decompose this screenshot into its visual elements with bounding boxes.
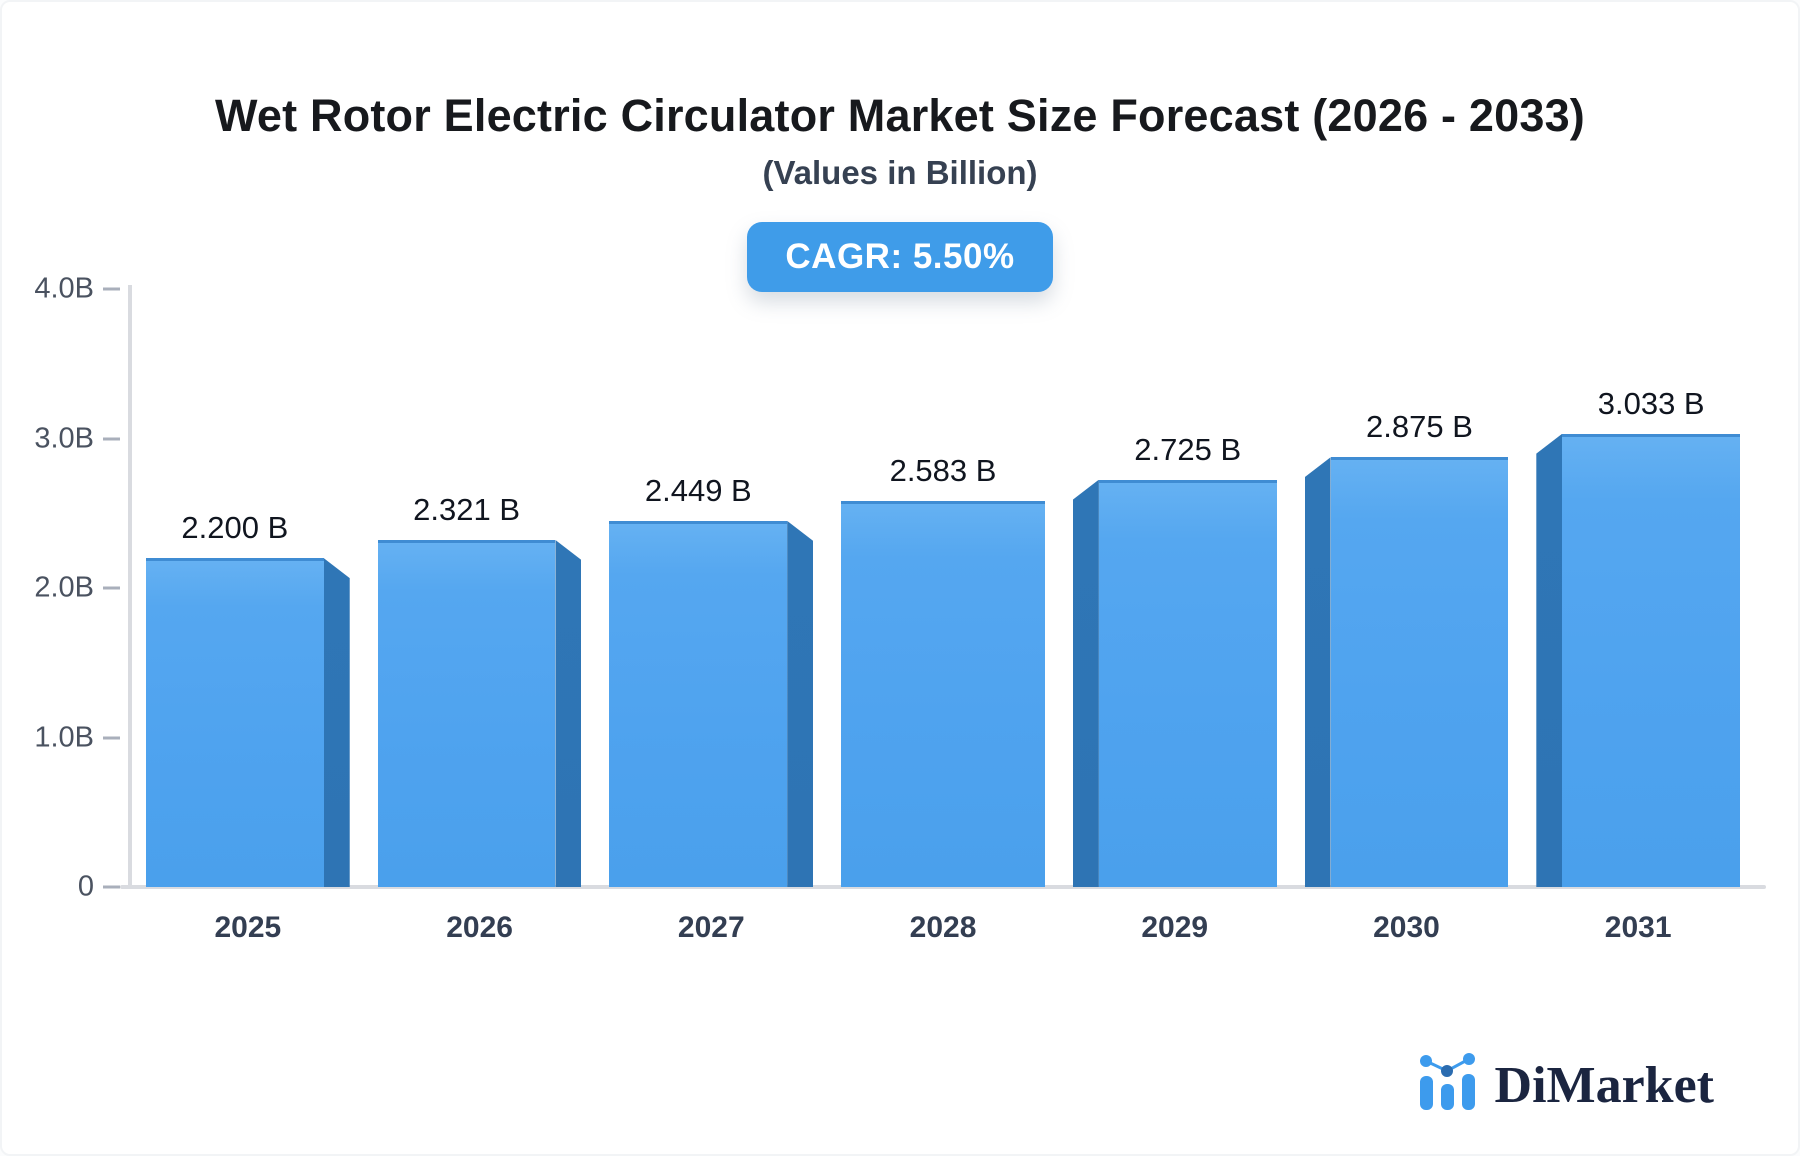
y-tick-mark [103,437,120,440]
bar-face [146,558,324,887]
bar-face [1330,457,1509,887]
x-axis-label: 2025 [214,911,282,944]
x-axis-label: 2027 [677,911,745,944]
bar-2026: 2.321 B [377,492,582,887]
bar-side-shade [1304,457,1331,887]
bar-face [609,520,788,887]
y-tick-label: 4.0B [34,272,94,305]
bar-side-shade [1072,479,1099,887]
bar-2025: 2.200 B [146,510,350,887]
cagr-badge: CAGR: 5.50% [747,222,1053,292]
y-axis-line [128,285,132,887]
plot-area: 2.200 B 2025 2.321 B 2026 2.449 B 2027 2.583 B… [34,273,1766,944]
bar-side-shade [787,520,814,887]
y-tick-label: 3.0B [34,422,94,454]
x-axis-label: 2031 [1604,911,1672,944]
bar-slot-2026: 2.321 B 2026 [377,289,582,944]
bar-chart-logo-icon [1419,1053,1475,1110]
bar-value-label: 2.583 B [889,452,997,488]
x-axis-line [120,885,1766,889]
chart-subtitle: (Values in Billion) [762,154,1038,191]
y-tick-mark [103,586,120,590]
bar-side-shade [1536,433,1563,887]
bar-side-shade [323,558,350,887]
bar-face [1098,479,1277,887]
y-tick-mark [103,287,120,291]
bar-value-label: 2.200 B [181,510,289,546]
y-tick-label: 2.0B [34,571,94,604]
bar-2029: 2.725 B [1072,432,1277,887]
bar-side-shade [555,540,582,887]
y-tick-label: 0 [77,870,94,903]
bar-slot-2031: 3.033 B 2031 [1536,289,1741,944]
bar-face [377,540,556,887]
bar-face [841,500,1045,887]
bar-2030: 2.875 B [1304,409,1509,887]
bar-value-label: 2.725 B [1134,431,1242,467]
bar-value-label: 2.321 B [413,492,521,528]
bar-value-label: 2.449 B [644,472,752,508]
bar-2027: 2.449 B [609,473,814,887]
x-axis-label: 2026 [446,911,513,944]
bar-value-label: 2.875 B [1366,409,1473,445]
bars-row: 2.200 B 2025 2.321 B 2026 2.449 B 2027 2.583 B… [130,289,1750,944]
y-tick-label: 1.0B [34,721,94,753]
bar-slot-2027: 2.449 B 2027 [609,289,814,944]
brand-name: DiMarket [1494,1056,1714,1114]
bar-slot-2029: 2.725 B 2029 [1072,289,1277,944]
badge-row: CAGR: 5.50% [2,222,1798,292]
x-axis-label: 2029 [1141,911,1209,944]
y-tick-mark [103,736,120,739]
bar-2028: 2.583 B [841,453,1045,887]
bar-slot-2025: 2.200 B 2025 [146,289,350,944]
bar-slot-2028: 2.583 B 2028 [841,289,1045,944]
bar-2031: 3.033 B [1536,386,1741,887]
bar-value-label: 3.033 B [1597,385,1705,421]
x-axis-label: 2028 [909,911,977,944]
brand-logo: DiMarket [1417,1052,1714,1114]
y-tick-mark [103,885,120,889]
bar-face [1562,433,1741,887]
chart-title: Wet Rotor Electric Circulator Market Siz… [215,90,1585,141]
bar-slot-2030: 2.875 B 2030 [1304,289,1509,944]
x-axis-label: 2030 [1373,911,1440,944]
